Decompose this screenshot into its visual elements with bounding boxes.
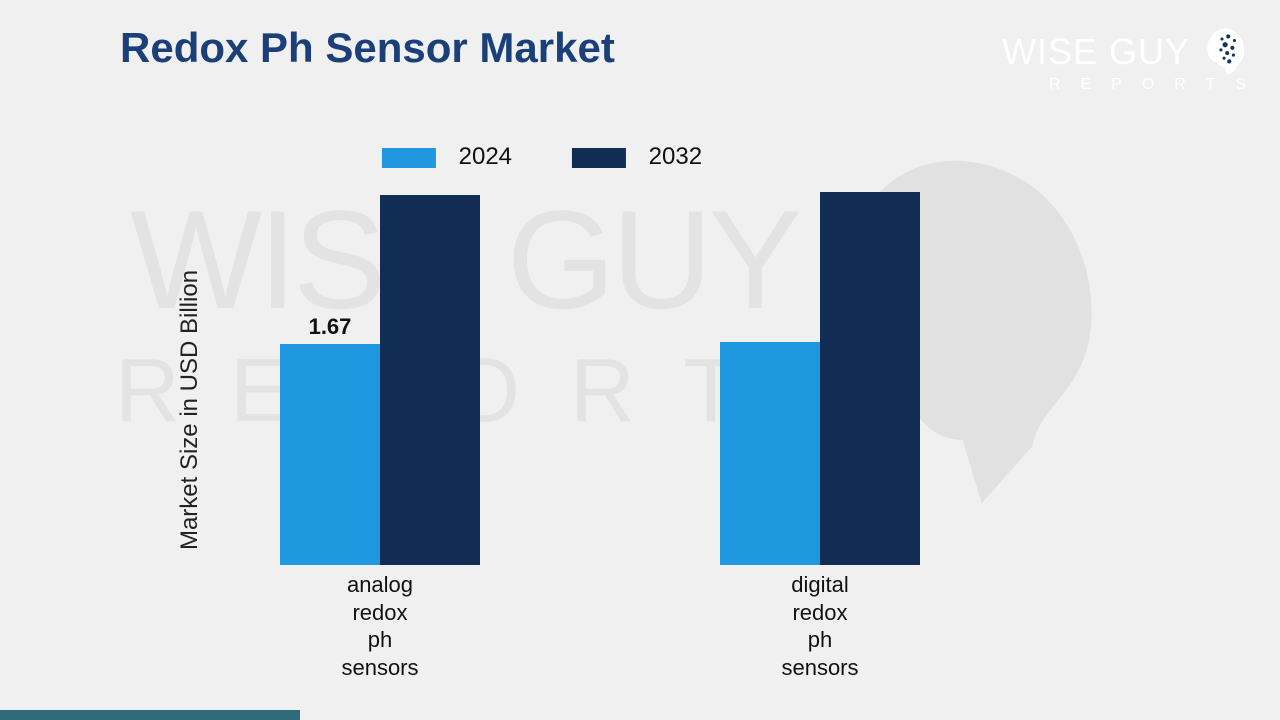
bar-group-digital: digital redox ph sensors — [720, 192, 920, 565]
brand-head-icon — [1196, 26, 1248, 78]
category-label-analog: analog redox ph sensors — [310, 565, 450, 681]
plot-area: 1.67 analog redox ph sensors — [160, 195, 940, 565]
bar-analog-2032 — [380, 195, 480, 565]
bar-chart: Market Size in USD Billion 2024 2032 1.6… — [60, 135, 960, 685]
legend-swatch-2024 — [382, 148, 436, 168]
brand-logo: WISE GUY REPORTS — [1002, 26, 1248, 94]
brand-text-line1: WISE GUY — [1002, 31, 1190, 73]
brand-text-line2: REPORTS — [1002, 76, 1266, 94]
bar-analog-2024: 1.67 — [280, 344, 380, 565]
chart-legend: 2024 2032 — [382, 143, 702, 171]
legend-item-2024: 2024 — [382, 143, 512, 171]
legend-label-2024: 2024 — [459, 143, 512, 170]
bar-label-analog-2024: 1.67 — [280, 314, 380, 340]
legend-label-2032: 2032 — [649, 143, 702, 170]
bar-digital-2024 — [720, 342, 820, 565]
page-title: Redox Ph Sensor Market — [120, 24, 615, 72]
bar-group-analog: 1.67 analog redox ph sensors — [280, 195, 480, 565]
legend-item-2032: 2032 — [572, 143, 702, 171]
bar-digital-2032 — [820, 192, 920, 565]
legend-swatch-2032 — [572, 148, 626, 168]
bottom-accent-bar — [0, 710, 300, 720]
canvas: WISE GUY REPORTS WISE GUY REPORTS — [0, 0, 1280, 720]
category-label-digital: digital redox ph sensors — [750, 565, 890, 681]
